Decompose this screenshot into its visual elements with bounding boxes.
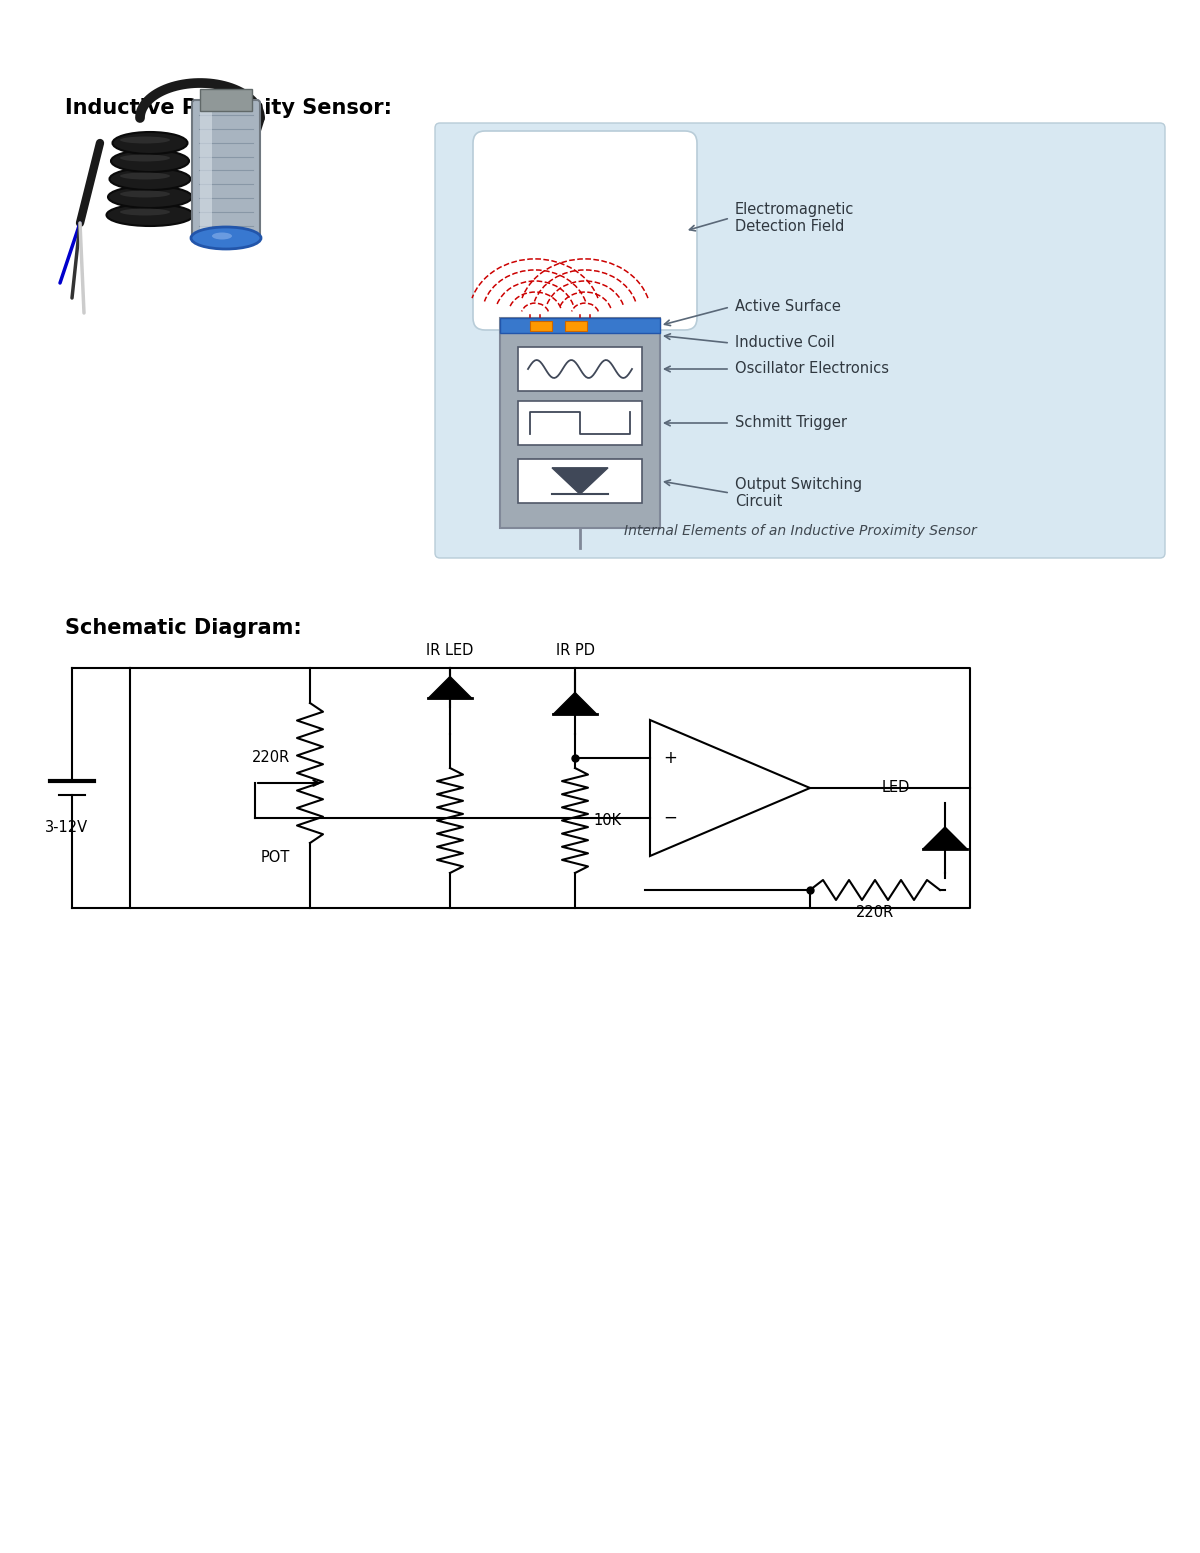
- FancyBboxPatch shape: [436, 123, 1165, 558]
- Bar: [518, 401, 642, 446]
- Text: Schematic Diagram:: Schematic Diagram:: [65, 618, 301, 638]
- Polygon shape: [923, 828, 967, 849]
- Ellipse shape: [120, 208, 170, 216]
- Ellipse shape: [191, 227, 262, 248]
- Bar: [518, 460, 642, 503]
- Text: 3-12V: 3-12V: [46, 820, 89, 836]
- Text: −: −: [662, 809, 677, 828]
- Bar: [200, 89, 252, 110]
- Text: POT: POT: [260, 851, 290, 865]
- Text: 10K: 10K: [593, 814, 622, 828]
- Ellipse shape: [108, 186, 192, 208]
- Text: Schmitt Trigger: Schmitt Trigger: [734, 416, 847, 430]
- Text: +: +: [662, 749, 677, 767]
- Text: Active Surface: Active Surface: [734, 300, 841, 315]
- Polygon shape: [428, 677, 472, 699]
- Ellipse shape: [112, 151, 190, 172]
- Bar: [518, 346, 642, 391]
- Polygon shape: [552, 467, 608, 494]
- Ellipse shape: [212, 233, 232, 239]
- Bar: [500, 318, 660, 528]
- Text: Internal Elements of an Inductive Proximity Sensor: Internal Elements of an Inductive Proxim…: [624, 523, 977, 537]
- Text: 220R: 220R: [856, 905, 894, 919]
- Polygon shape: [650, 721, 810, 856]
- Ellipse shape: [120, 154, 170, 162]
- Ellipse shape: [120, 191, 170, 197]
- Text: Inductive Coil: Inductive Coil: [734, 335, 835, 351]
- FancyBboxPatch shape: [473, 130, 697, 329]
- Ellipse shape: [120, 137, 170, 143]
- Text: LED: LED: [882, 781, 910, 795]
- Text: Output Switching
Circuit: Output Switching Circuit: [734, 477, 862, 509]
- Ellipse shape: [113, 132, 187, 154]
- Ellipse shape: [120, 172, 170, 180]
- Ellipse shape: [107, 203, 193, 227]
- Text: Electromagnetic
Detection Field: Electromagnetic Detection Field: [734, 202, 854, 235]
- Polygon shape: [553, 693, 598, 714]
- Text: IR PD: IR PD: [556, 643, 594, 658]
- Bar: [565, 321, 587, 331]
- FancyBboxPatch shape: [192, 99, 260, 241]
- Ellipse shape: [109, 168, 191, 189]
- Bar: [500, 318, 660, 332]
- Bar: [530, 321, 552, 331]
- Text: 220R: 220R: [252, 750, 290, 766]
- Text: Inductive Proximity Sensor:: Inductive Proximity Sensor:: [65, 98, 392, 118]
- Bar: [200, 109, 212, 233]
- Text: IR LED: IR LED: [426, 643, 474, 658]
- Text: Oscillator Electronics: Oscillator Electronics: [734, 362, 889, 376]
